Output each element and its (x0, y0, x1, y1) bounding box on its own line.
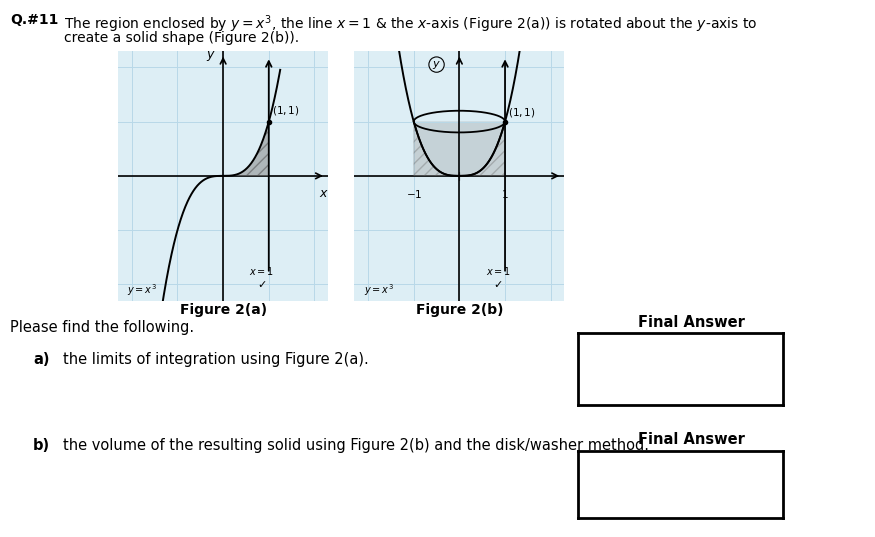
Text: Q.#11: Q.#11 (10, 13, 59, 27)
Text: $1$: $1$ (501, 188, 509, 200)
Text: $x$: $x$ (318, 187, 328, 200)
Text: Figure 2(a): Figure 2(a) (179, 303, 267, 317)
Text: Final Answer: Final Answer (638, 315, 745, 330)
Text: $(1,1)$: $(1,1)$ (508, 106, 536, 119)
Text: The region enclosed by $y = x^3$, the line $x = 1$ & the $x$-axis (Figure 2(a)) : The region enclosed by $y = x^3$, the li… (64, 13, 758, 35)
Text: Please find the following.: Please find the following. (10, 320, 194, 335)
Text: b): b) (33, 438, 51, 453)
Text: $y=x^3$: $y=x^3$ (363, 282, 394, 297)
Text: $y=x^3$: $y=x^3$ (127, 282, 158, 297)
Text: create a solid shape (Figure 2(b)).: create a solid shape (Figure 2(b)). (64, 31, 299, 45)
Text: $(1,1)$: $(1,1)$ (272, 104, 299, 117)
Text: $-1$: $-1$ (405, 188, 422, 200)
Text: $x=1$: $x=1$ (249, 265, 275, 277)
Text: the limits of integration using Figure 2(a).: the limits of integration using Figure 2… (63, 352, 368, 367)
Text: a): a) (33, 352, 50, 367)
Text: $\checkmark$: $\checkmark$ (493, 279, 503, 289)
Text: Final Answer: Final Answer (638, 432, 745, 447)
Text: $y$: $y$ (206, 49, 216, 63)
Text: the volume of the resulting solid using Figure 2(b) and the disk/washer method.: the volume of the resulting solid using … (63, 438, 649, 453)
Text: Figure 2(b): Figure 2(b) (416, 303, 503, 317)
Text: $y$: $y$ (432, 59, 441, 70)
Text: $x=1$: $x=1$ (486, 265, 511, 277)
Text: $\checkmark$: $\checkmark$ (257, 279, 267, 289)
